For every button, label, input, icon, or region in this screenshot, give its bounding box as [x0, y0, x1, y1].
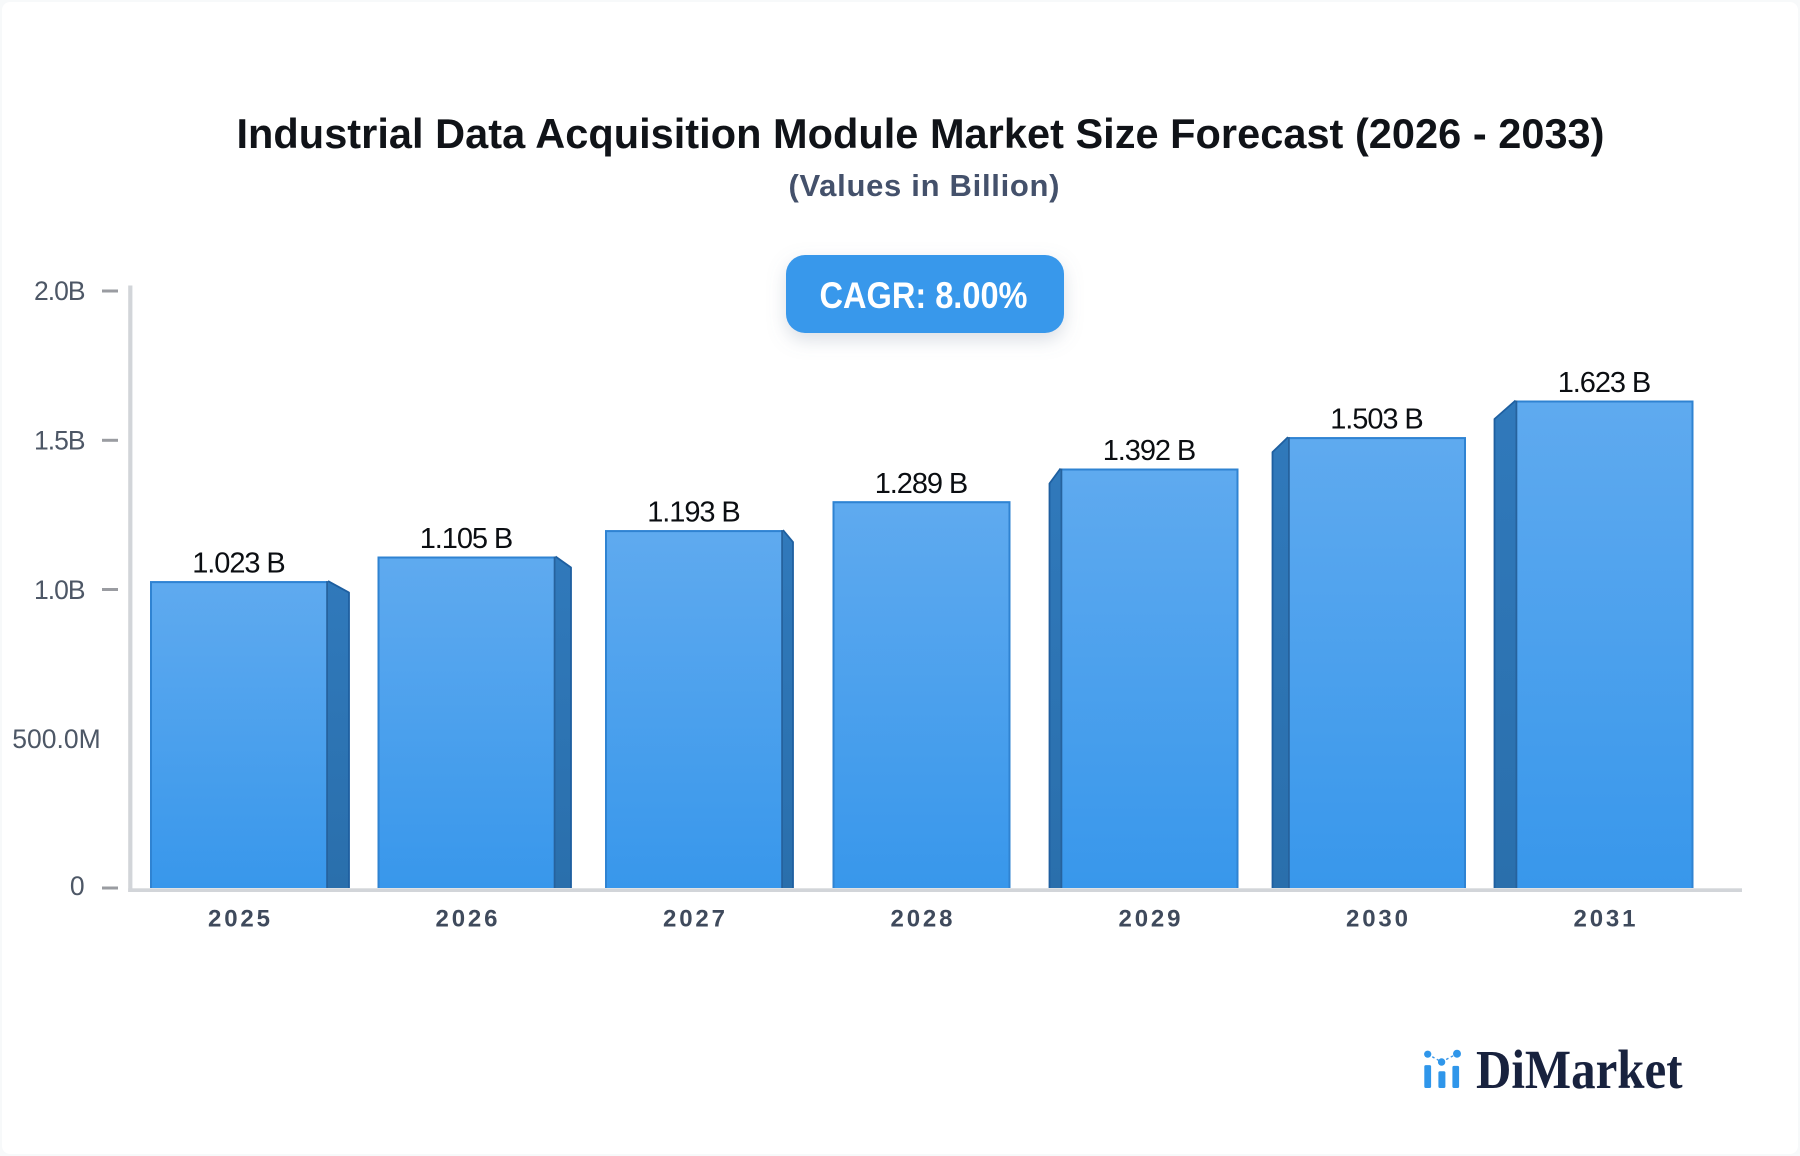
svg-text:1.623 B: 1.623 B: [1558, 367, 1652, 399]
svg-text:0: 0: [70, 871, 85, 901]
svg-text:1.105 B: 1.105 B: [420, 523, 514, 555]
svg-text:DiMarket: DiMarket: [1476, 1039, 1683, 1100]
svg-text:1.503 B: 1.503 B: [1330, 404, 1424, 436]
svg-text:500.0M: 500.0M: [12, 724, 101, 754]
svg-text:1.289 B: 1.289 B: [875, 468, 969, 500]
svg-text:(Values in Billion): (Values in Billion): [789, 168, 1060, 203]
svg-text:1.5B: 1.5B: [34, 426, 86, 456]
svg-text:1.0B: 1.0B: [34, 575, 86, 605]
svg-text:1.392 B: 1.392 B: [1103, 435, 1197, 467]
svg-text:Industrial Data Acquisition Mo: Industrial Data Acquisition Module Marke…: [237, 110, 1605, 157]
svg-text:CAGR: 8.00%: CAGR: 8.00%: [820, 274, 1028, 316]
svg-text:1.193 B: 1.193 B: [647, 497, 741, 529]
svg-text:1.023 B: 1.023 B: [192, 548, 286, 580]
svg-text:2.0B: 2.0B: [34, 276, 86, 306]
